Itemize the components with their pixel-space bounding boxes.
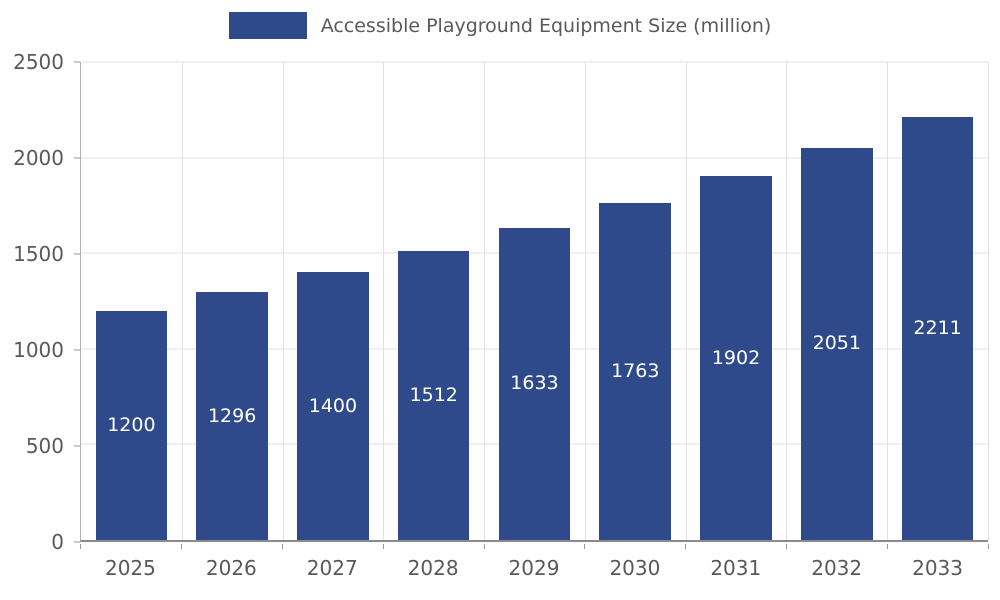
bar-slot: 2211 bbox=[887, 117, 988, 540]
bar-value-label: 1633 bbox=[510, 372, 559, 395]
bar-slot: 1633 bbox=[484, 227, 585, 540]
y-tick-mark bbox=[74, 61, 80, 63]
bar-value-label: 2051 bbox=[812, 332, 861, 355]
bar-slot: 1296 bbox=[182, 292, 283, 540]
x-tick-mark bbox=[887, 544, 889, 549]
x-tick-label: 2033 bbox=[912, 556, 964, 580]
x-tick-mark bbox=[786, 544, 788, 549]
x-tick-mark bbox=[988, 544, 989, 549]
bar-2027: 1400 bbox=[297, 272, 369, 540]
y-tick-mark bbox=[74, 349, 80, 351]
v-gridline bbox=[484, 62, 486, 540]
legend-swatch[interactable] bbox=[228, 12, 307, 39]
y-tick-mark bbox=[74, 157, 80, 159]
bar-2032: 2051 bbox=[801, 147, 873, 540]
bar-2030: 1763 bbox=[599, 202, 672, 540]
x-tick-mark bbox=[281, 544, 283, 549]
v-gridline bbox=[181, 62, 183, 540]
x-tick-mark bbox=[685, 544, 687, 549]
x-tick-label: 2025 bbox=[104, 556, 156, 580]
h-gridline bbox=[81, 61, 988, 63]
x-tick-mark bbox=[382, 544, 384, 549]
bar-2033: 2211 bbox=[901, 117, 974, 540]
v-gridline bbox=[282, 62, 284, 540]
v-gridline bbox=[685, 62, 687, 540]
y-axis: 0 500 1000 1500 2000 2500 bbox=[0, 50, 80, 554]
plot-area: 1200 1296 1400 1512 1633 1763 1902 2051 2211 bbox=[80, 61, 989, 542]
v-gridline bbox=[383, 62, 385, 540]
bar-value-label: 1512 bbox=[409, 383, 458, 406]
h-gridline bbox=[81, 157, 988, 159]
y-tick-label: 1000 bbox=[13, 338, 64, 362]
bar-slot: 1200 bbox=[81, 310, 182, 540]
bar-slot: 1400 bbox=[283, 272, 384, 540]
bar-value-label: 1400 bbox=[308, 394, 358, 417]
bar-value-label: 1296 bbox=[207, 404, 257, 427]
x-tick-label: 2028 bbox=[407, 556, 459, 580]
x-tick-label: 2030 bbox=[609, 556, 661, 580]
y-tick-label: 1500 bbox=[13, 242, 64, 266]
x-axis-ticks bbox=[80, 544, 989, 550]
x-tick-label: 2026 bbox=[205, 556, 257, 580]
v-gridline bbox=[887, 62, 889, 540]
bar-slot: 2051 bbox=[786, 147, 887, 540]
bar-2026: 1296 bbox=[196, 292, 268, 540]
x-tick-label: 2032 bbox=[811, 556, 863, 580]
x-tick-label: 2029 bbox=[508, 556, 560, 580]
y-tick-label: 0 bbox=[51, 530, 64, 554]
y-tick-mark bbox=[74, 253, 80, 255]
x-tick-label: 2027 bbox=[306, 556, 358, 580]
bar-2028: 1512 bbox=[397, 250, 470, 540]
v-gridline bbox=[786, 62, 788, 540]
bar-value-label: 1763 bbox=[611, 359, 660, 382]
x-tick-mark bbox=[80, 544, 81, 549]
bar-2029: 1633 bbox=[498, 227, 571, 540]
bar-2025: 1200 bbox=[95, 310, 168, 540]
v-gridline bbox=[988, 62, 989, 540]
bar-slot: 1512 bbox=[383, 250, 484, 540]
x-axis: 2025 2026 2027 2028 2029 2030 2031 2032 2033 bbox=[80, 556, 988, 580]
y-tick-label: 500 bbox=[25, 434, 64, 458]
bar-value-label: 2211 bbox=[913, 317, 962, 340]
bar-value-label: 1902 bbox=[711, 346, 761, 369]
y-tick-mark bbox=[74, 541, 80, 543]
v-gridline bbox=[584, 62, 586, 540]
bar-slot: 1763 bbox=[585, 202, 686, 540]
legend-label[interactable]: Accessible Playground Equipment Size (mi… bbox=[320, 14, 772, 37]
y-tick-label: 2500 bbox=[13, 50, 64, 74]
bar-slot: 1902 bbox=[686, 176, 787, 540]
y-tick-mark bbox=[74, 445, 80, 447]
x-tick-label: 2031 bbox=[710, 556, 762, 580]
x-tick-mark bbox=[483, 544, 485, 549]
bar-2031: 1902 bbox=[700, 176, 772, 540]
bar-value-label: 1200 bbox=[107, 413, 156, 436]
legend[interactable]: Accessible Playground Equipment Size (mi… bbox=[0, 12, 1000, 39]
y-tick-label: 2000 bbox=[13, 146, 64, 170]
x-tick-mark bbox=[584, 544, 586, 549]
x-tick-mark bbox=[180, 544, 182, 549]
